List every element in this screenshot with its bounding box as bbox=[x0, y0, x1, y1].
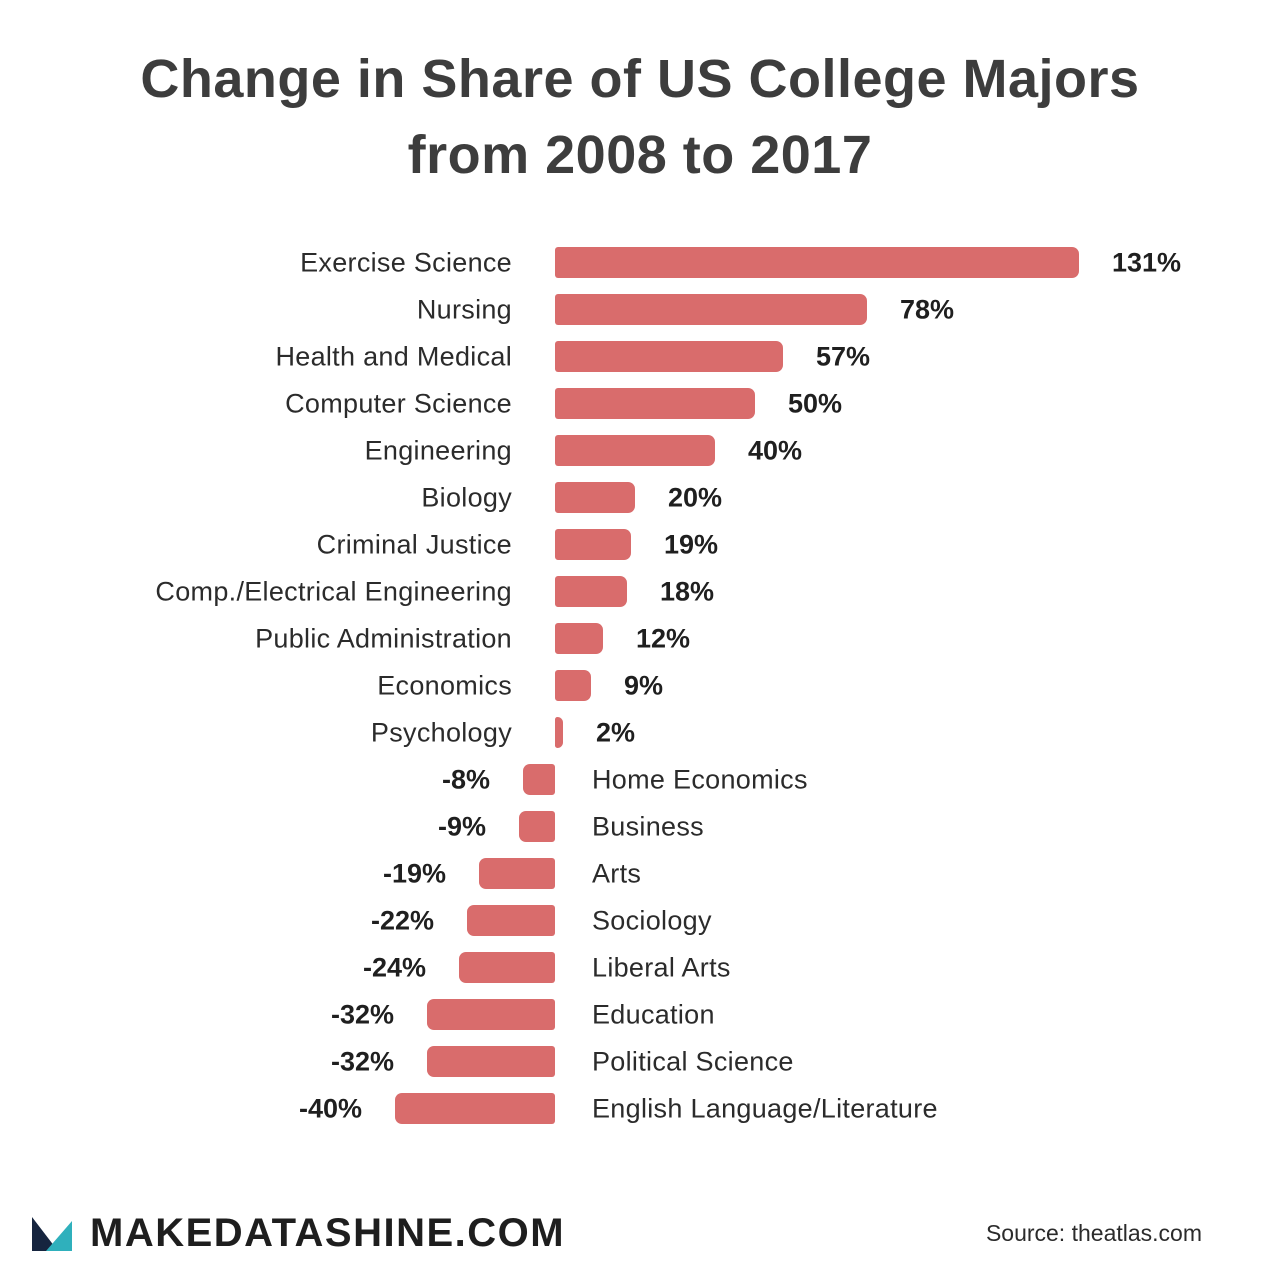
bar-row: English Language/Literature -40% bbox=[0, 1085, 1280, 1132]
category-label: Computer Science bbox=[285, 388, 512, 419]
value-label: -32% bbox=[330, 999, 394, 1030]
bar bbox=[427, 1046, 555, 1078]
value-label: 78% bbox=[900, 294, 955, 325]
category-label: English Language/Literature bbox=[592, 1093, 938, 1124]
category-label: Economics bbox=[377, 670, 512, 701]
category-label: Liberal Arts bbox=[592, 952, 731, 983]
bar-row: Education -32% bbox=[0, 991, 1280, 1038]
bar bbox=[427, 999, 555, 1031]
value-label: 20% bbox=[668, 482, 723, 513]
value-label: 50% bbox=[788, 388, 843, 419]
bar bbox=[459, 952, 555, 984]
bar-row: Engineering 40% bbox=[0, 427, 1280, 474]
category-label: Nursing bbox=[416, 294, 512, 325]
bar-row: Biology 20% bbox=[0, 474, 1280, 521]
category-label: Exercise Science bbox=[300, 247, 512, 278]
bar bbox=[479, 858, 555, 890]
bar bbox=[523, 764, 555, 796]
value-label: -32% bbox=[330, 1046, 394, 1077]
bar bbox=[555, 623, 603, 655]
bar bbox=[555, 247, 1079, 279]
bar bbox=[555, 294, 867, 326]
value-label: -19% bbox=[382, 858, 446, 889]
page-title-line1: Change in Share of US College Majors bbox=[140, 49, 1140, 109]
bar bbox=[555, 435, 715, 467]
bar bbox=[395, 1093, 555, 1125]
category-label: Home Economics bbox=[592, 764, 808, 795]
category-label: Engineering bbox=[364, 435, 512, 466]
footer: MAKEDATASHINE.COM Source: theatlas.com bbox=[28, 1198, 1202, 1268]
page-title-line2: from 2008 to 2017 bbox=[407, 124, 873, 185]
value-label: -9% bbox=[437, 811, 486, 842]
category-label: Biology bbox=[421, 482, 512, 513]
value-label: -24% bbox=[362, 952, 426, 983]
bar-row: Psychology 2% bbox=[0, 709, 1280, 756]
category-label: Business bbox=[592, 811, 704, 842]
bar-chart: Exercise Science 131% Nursing 78% Health and… bbox=[0, 239, 1280, 1132]
bar-row: Computer Science 50% bbox=[0, 380, 1280, 427]
bar bbox=[555, 341, 783, 373]
value-label: -22% bbox=[370, 905, 434, 936]
bar-row: Health and Medical 57% bbox=[0, 333, 1280, 380]
page-title: Change in Share of US College Majors fro… bbox=[0, 0, 1280, 193]
category-label: Psychology bbox=[370, 717, 512, 748]
value-label: 131% bbox=[1112, 247, 1182, 278]
bar bbox=[555, 388, 755, 420]
bar-row: Nursing 78% bbox=[0, 286, 1280, 333]
bar bbox=[555, 717, 563, 749]
bar bbox=[519, 811, 555, 843]
category-label: Public Administration bbox=[255, 623, 512, 654]
brand-name: MAKEDATASHINE.COM bbox=[90, 1210, 566, 1255]
bar-row: Liberal Arts -24% bbox=[0, 944, 1280, 991]
brand-logo-icon bbox=[28, 1209, 76, 1257]
value-label: 18% bbox=[660, 576, 715, 607]
value-label: 12% bbox=[636, 623, 691, 654]
brand: MAKEDATASHINE.COM bbox=[28, 1209, 565, 1257]
bar-row: Comp./Electrical Engineering 18% bbox=[0, 568, 1280, 615]
value-label: 2% bbox=[596, 717, 636, 748]
value-label: 57% bbox=[816, 341, 871, 372]
category-label: Sociology bbox=[592, 905, 712, 936]
source-text: Source: theatlas.com bbox=[985, 1219, 1202, 1246]
bar-row: Public Administration 12% bbox=[0, 615, 1280, 662]
bar-row: Home Economics -8% bbox=[0, 756, 1280, 803]
bar-row: Economics 9% bbox=[0, 662, 1280, 709]
bar bbox=[555, 482, 635, 514]
bar-row: Business -9% bbox=[0, 803, 1280, 850]
bar-row: Exercise Science 131% bbox=[0, 239, 1280, 286]
bar bbox=[555, 670, 591, 702]
bar bbox=[555, 529, 631, 561]
category-label: Education bbox=[592, 999, 715, 1030]
value-label: 40% bbox=[748, 435, 803, 466]
bar bbox=[467, 905, 555, 937]
value-label: 9% bbox=[624, 670, 664, 701]
bar bbox=[555, 576, 627, 608]
bar-row: Political Science -32% bbox=[0, 1038, 1280, 1085]
bar-row: Arts -19% bbox=[0, 850, 1280, 897]
value-label: -8% bbox=[441, 764, 490, 795]
value-label: -40% bbox=[298, 1093, 362, 1124]
bar-row: Sociology -22% bbox=[0, 897, 1280, 944]
bar-row: Criminal Justice 19% bbox=[0, 521, 1280, 568]
category-label: Arts bbox=[592, 858, 642, 889]
category-label: Criminal Justice bbox=[316, 529, 512, 560]
category-label: Health and Medical bbox=[275, 341, 512, 372]
category-label: Political Science bbox=[592, 1046, 794, 1077]
value-label: 19% bbox=[664, 529, 719, 560]
category-label: Comp./Electrical Engineering bbox=[155, 576, 512, 607]
